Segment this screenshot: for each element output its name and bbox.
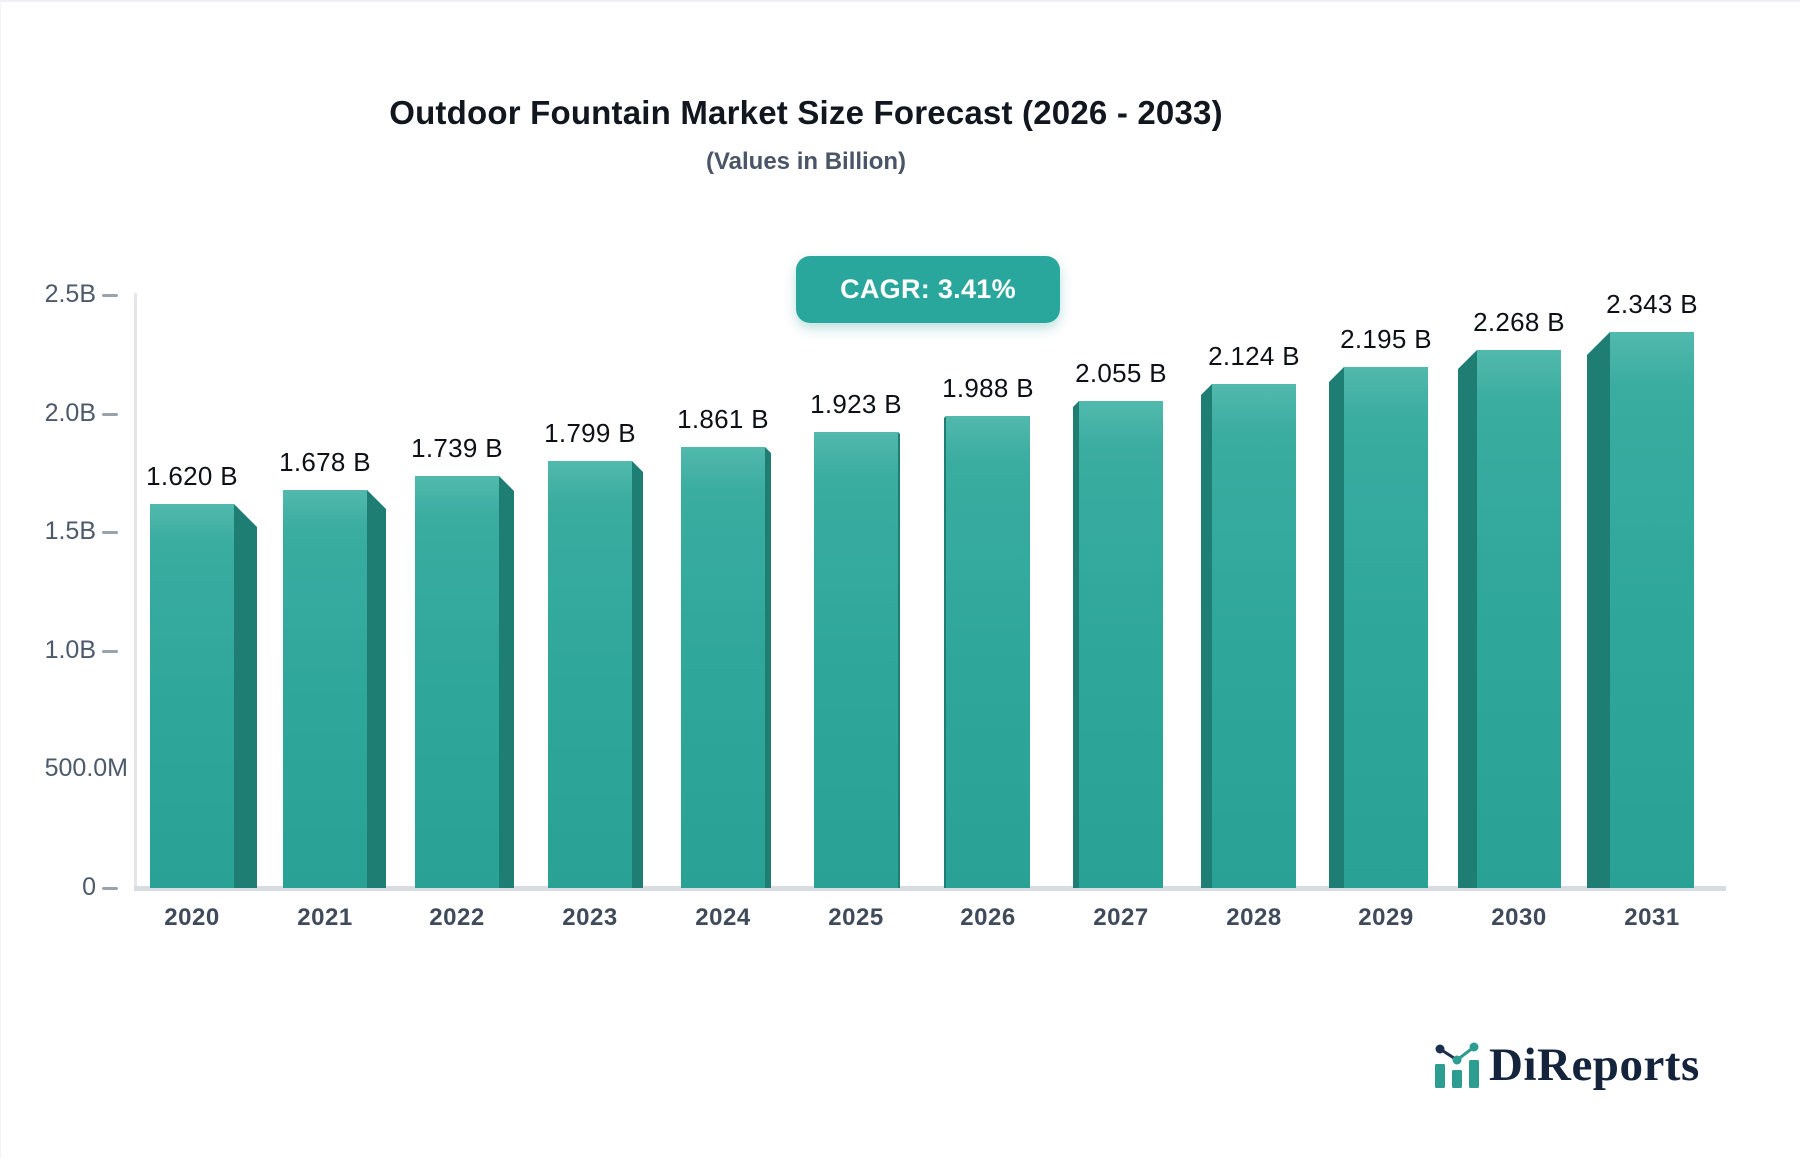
x-axis-label: 2023 [562, 904, 618, 931]
bar-face [1344, 367, 1428, 888]
y-axis-label: 2.0B [44, 398, 96, 427]
bar-value-label: 2.268 B [1473, 307, 1565, 337]
y-axis-tick [102, 294, 118, 297]
bar-value-label: 2.055 B [1075, 358, 1167, 388]
x-axis-label: 2029 [1358, 904, 1414, 931]
bar [283, 490, 386, 888]
bar [548, 461, 643, 888]
x-axis-label: 2026 [960, 904, 1016, 931]
bar-face [1610, 332, 1694, 888]
bar [944, 416, 1030, 888]
bar-3d-side [944, 416, 946, 888]
bar-value-label: 1.923 B [810, 389, 902, 419]
bar-3d-side [234, 504, 257, 888]
bar-face [548, 461, 632, 888]
x-axis-label: 2022 [429, 904, 485, 931]
x-axis-label: 2030 [1491, 904, 1547, 931]
chart-header: Outdoor Fountain Market Size Forecast (2… [1, 94, 1611, 176]
bar [814, 432, 900, 888]
bar-value-label: 1.861 B [677, 404, 769, 434]
bar-3d-side [1458, 350, 1477, 888]
y-axis-tick [102, 412, 118, 416]
bar-face [1212, 384, 1296, 888]
bar-value-label: 2.343 B [1606, 289, 1698, 319]
bar-face [1477, 350, 1561, 888]
y-axis-label: 1.0B [44, 635, 96, 664]
bar-face [283, 490, 367, 888]
bar-face [814, 432, 898, 888]
x-axis-baseline [134, 886, 1726, 891]
y-axis-tick [102, 531, 118, 535]
bar [1329, 367, 1428, 888]
bar-value-label: 1.988 B [942, 373, 1034, 403]
bar [150, 504, 257, 888]
bar-face [150, 504, 234, 888]
bar [1201, 384, 1296, 888]
bar-3d-side [499, 476, 514, 888]
bar-3d-side [765, 447, 771, 888]
x-axis-label: 2021 [297, 904, 353, 931]
bar-value-label: 1.799 B [544, 418, 636, 448]
bar-3d-side [632, 461, 643, 888]
bar-3d-side [1329, 367, 1344, 888]
bar [1458, 350, 1561, 888]
bar-value-label: 1.739 B [411, 433, 503, 463]
bar-3d-side [1201, 384, 1212, 888]
y-axis-label: 500.0M [44, 754, 128, 783]
bar-3d-side [367, 490, 386, 888]
x-axis-label: 2024 [695, 904, 751, 931]
x-axis-label: 2031 [1624, 904, 1680, 931]
y-axis-tick [102, 887, 118, 890]
x-axis-label: 2027 [1093, 904, 1149, 931]
y-axis-line [134, 293, 137, 890]
bar-face [946, 416, 1030, 888]
bar-3d-side [1587, 332, 1610, 888]
y-axis-label: 0 [82, 873, 96, 901]
bar-value-label: 2.195 B [1340, 324, 1432, 354]
chart-subtitle: (Values in Billion) [705, 148, 907, 175]
y-axis-label: 1.5B [44, 517, 96, 546]
direports-logo: DiReports [1433, 1038, 1700, 1092]
bar [1587, 332, 1694, 888]
bar-face [1079, 401, 1163, 888]
bar-3d-side [1073, 401, 1079, 888]
bar-chart-logo-icon [1435, 1042, 1479, 1088]
bar-value-label: 1.620 B [146, 461, 238, 491]
x-axis-label: 2028 [1226, 904, 1282, 931]
x-axis-label: 2025 [828, 904, 884, 931]
y-axis-tick [102, 649, 118, 653]
cagr-badge: CAGR: 3.41% [796, 256, 1060, 323]
bar [415, 476, 514, 888]
bar-face [681, 447, 765, 888]
chart-title: Outdoor Fountain Market Size Forecast (2… [389, 94, 1223, 131]
bar [1073, 401, 1163, 888]
y-axis-label: 2.5B [44, 280, 96, 308]
bar-value-label: 1.678 B [279, 447, 371, 477]
logo-text: DiReports [1489, 1039, 1700, 1091]
cagr-badge-label: CAGR: 3.41% [840, 274, 1016, 304]
bar-3d-side [898, 432, 900, 888]
bar-value-label: 2.124 B [1208, 341, 1300, 371]
bar-face [415, 476, 499, 888]
x-axis-label: 2020 [164, 904, 220, 931]
bar [681, 447, 771, 888]
